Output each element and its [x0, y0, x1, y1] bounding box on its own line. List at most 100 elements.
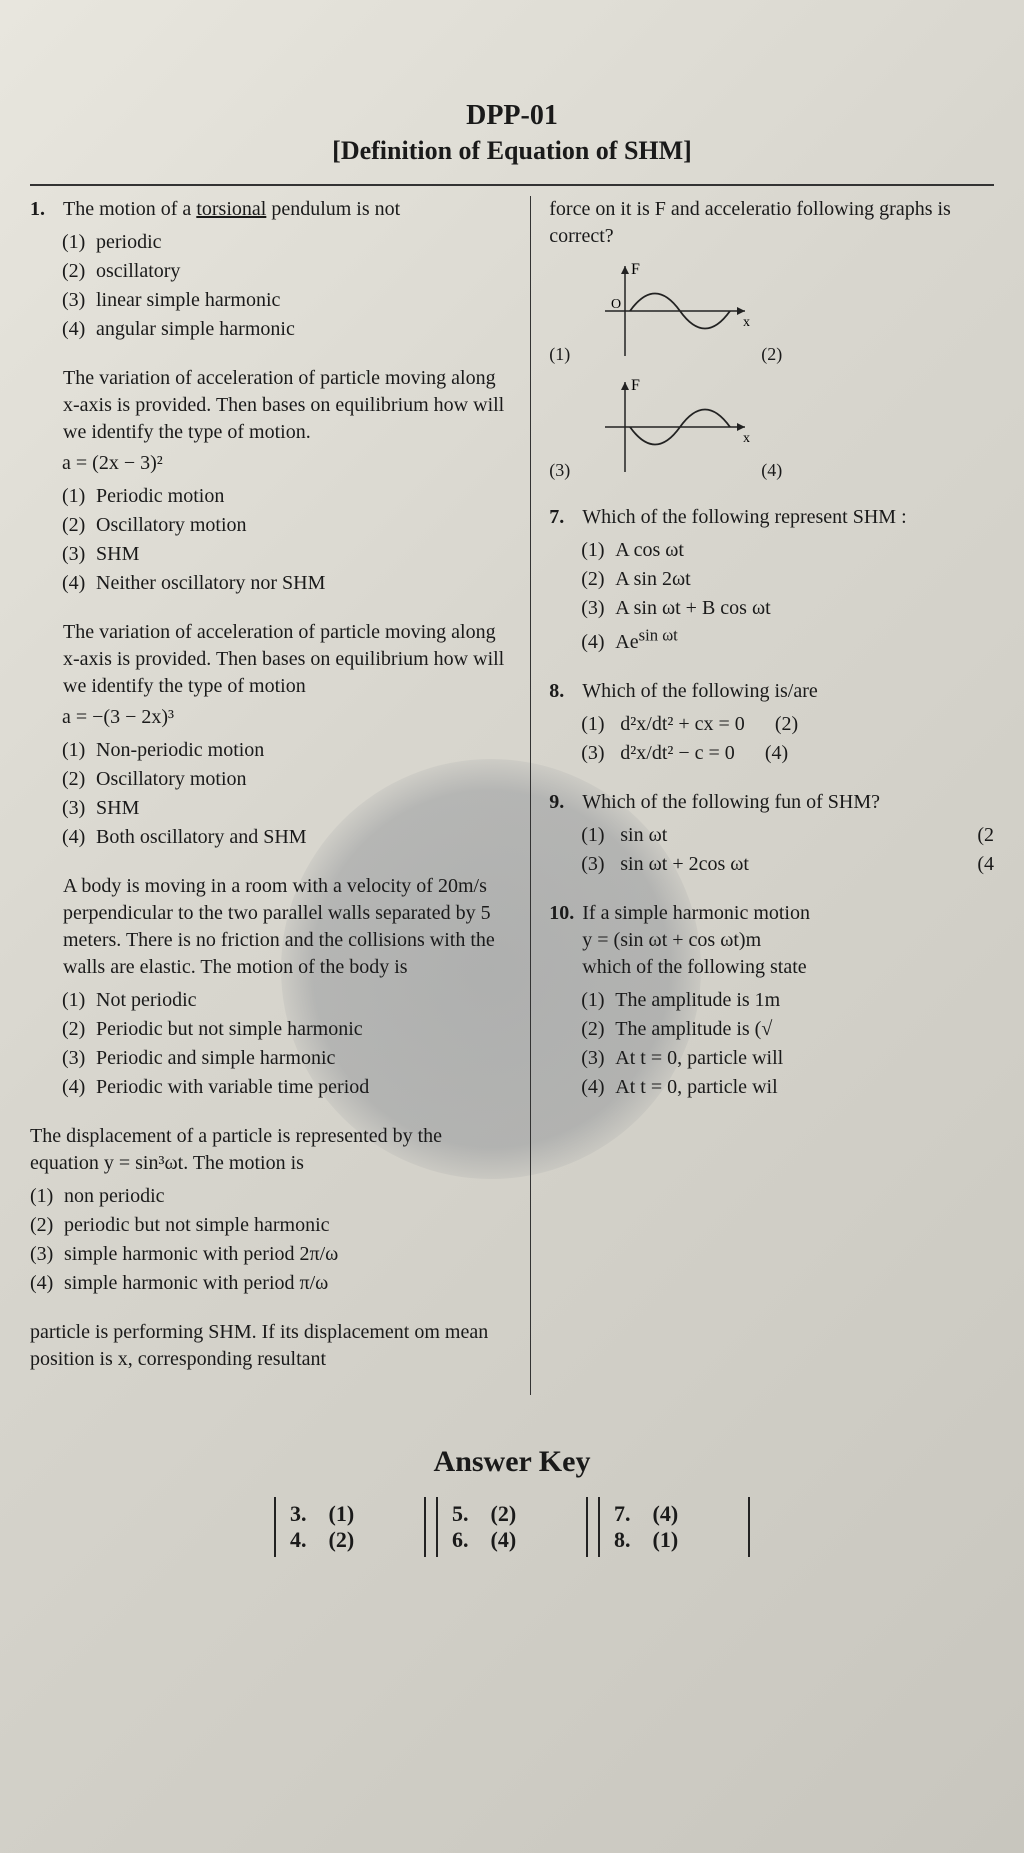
opt-text: Periodic with variable time period: [96, 1076, 369, 1098]
q3-opt-1: (1)Non-periodic motion: [62, 737, 512, 764]
q3-equation: a = −(3 − 2x)³: [62, 704, 512, 731]
opt-text: Periodic and simple harmonic: [96, 1047, 335, 1069]
question-4: 4. A body is moving in a room with a vel…: [30, 873, 512, 1101]
opt-text: Both oscillatory and SHM: [96, 826, 307, 848]
q4-opt-1: (1)Not periodic: [62, 987, 512, 1014]
q8-stem: Which of the following is/are: [582, 678, 993, 705]
q9-number: 9.: [549, 789, 577, 816]
opt-label: (4): [62, 316, 96, 343]
opt-label: (2): [62, 1016, 96, 1043]
opt-text: d²x/dt² − c = 0: [620, 742, 735, 764]
right-column: force on it is F and acceleratio followi…: [531, 196, 994, 1395]
question-6-partial: particle is performing SHM. If its displ…: [30, 1319, 512, 1373]
q1-stem-underlined: torsional: [196, 198, 266, 220]
q6-graph-3-svg: F x: [585, 372, 755, 482]
q7-opt-3: (3)A sin ωt + B cos ωt: [581, 595, 994, 622]
q8-number: 8.: [549, 678, 577, 705]
q5-options: (1)non periodic (2)periodic but not simp…: [30, 1183, 512, 1297]
q5-opt-1: (1)non periodic: [30, 1183, 512, 1210]
opt-label: (3): [62, 1045, 96, 1072]
q6-graph-row-2: (3) F x (4): [549, 372, 994, 482]
q9-stem: Which of the following fun of SHM?: [582, 789, 993, 816]
q10-stem-b: which of the following state: [582, 956, 806, 978]
opt-text: sin ωt + 2cos ωt: [620, 853, 749, 875]
q1-opt-3: (3)linear simple harmonic: [62, 287, 512, 314]
opt-label: (1): [581, 987, 615, 1014]
q7-opt-1: (1)A cos ωt: [581, 537, 994, 564]
q10-opt-4: (4)At t = 0, particle wil: [581, 1074, 994, 1101]
left-column: 1. The motion of a torsional pendulum is…: [30, 196, 531, 1395]
page-header: DPP-01 [Definition of Equation of SHM]: [30, 100, 994, 166]
q5-opt-4: (4)simple harmonic with period π/ω: [30, 1270, 512, 1297]
opt-text: At t = 0, particle wil: [615, 1076, 777, 1098]
opt-text: angular simple harmonic: [96, 318, 295, 340]
dpp-code: DPP-01: [30, 100, 994, 132]
q4-stem: A body is moving in a room with a veloci…: [63, 873, 511, 981]
opt-label: (3): [62, 795, 96, 822]
ak-ans: (4): [491, 1527, 517, 1553]
opt-label: (1): [581, 711, 615, 738]
q1-stem-a: The motion of a: [63, 198, 196, 220]
q10-opt-1: (1)The amplitude is 1m: [581, 987, 994, 1014]
q8-options: (1) d²x/dt² + cx = 0 (2) (3) d²x/dt² − c…: [549, 711, 994, 767]
q10-options: (1)The amplitude is 1m (2)The amplitude …: [549, 987, 994, 1101]
q10-equation: y = (sin ωt + cos ωt)m: [582, 929, 761, 951]
q3-opt-3: (3)SHM: [62, 795, 512, 822]
question-7: 7. Which of the following represent SHM …: [549, 504, 994, 656]
opt-label: (2): [62, 766, 96, 793]
opt-text: Periodic motion: [96, 485, 224, 507]
q7-stem: Which of the following represent SHM :: [582, 504, 993, 531]
opt-label: (3): [62, 541, 96, 568]
q6-graph-row-1: (1) F O x (2): [549, 256, 994, 366]
opt-text: Aesin ωt: [615, 631, 678, 653]
q10-opt-3: (3)At t = 0, particle will: [581, 1045, 994, 1072]
axis-f-label: F: [631, 377, 640, 394]
q2-opt-2: (2)Oscillatory motion: [62, 512, 512, 539]
opt-label: (4): [30, 1270, 64, 1297]
opt-label: (3): [581, 1045, 615, 1072]
question-1: 1. The motion of a torsional pendulum is…: [30, 196, 512, 343]
q3-opt-4: (4)Both oscillatory and SHM: [62, 824, 512, 851]
opt-text: d²x/dt² + cx = 0: [620, 713, 745, 735]
q9-opt-row-2: (3) sin ωt + 2cos ωt (4: [581, 851, 994, 878]
q8-opt-row-1: (1) d²x/dt² + cx = 0 (2): [581, 711, 994, 738]
opt-text: linear simple harmonic: [96, 289, 280, 311]
answer-key-section: Answer Key 3.(1) 4.(2) 5.(2) 6.(4) 7.(4)…: [30, 1445, 994, 1557]
q9-opt-row-1: (1) sin ωt (2: [581, 822, 994, 849]
opt-text: A sin ωt + B cos ωt: [615, 597, 770, 619]
q9-options: (1) sin ωt (2 (3) sin ωt + 2cos ωt (4: [549, 822, 994, 878]
q3-stem: The variation of acceleration of particl…: [63, 619, 511, 700]
q8-opt-row-2: (3) d²x/dt² − c = 0 (4): [581, 740, 994, 767]
ak-num: 7.: [614, 1501, 631, 1527]
q3-options: (1)Non-periodic motion (2)Oscillatory mo…: [30, 737, 512, 851]
question-5: The displacement of a particle is repres…: [30, 1123, 512, 1297]
opt-label: (2): [62, 258, 96, 285]
ak-num: 6.: [452, 1527, 469, 1553]
q1-number: 1.: [30, 196, 58, 223]
question-10: 10. If a simple harmonic motion y = (sin…: [549, 900, 994, 1101]
q10-number: 10.: [549, 900, 577, 927]
opt-text: Neither oscillatory nor SHM: [96, 572, 325, 594]
q7-number: 7.: [549, 504, 577, 531]
opt-label: (4): [581, 629, 615, 656]
opt-text: A cos ωt: [615, 539, 684, 561]
question-6-continued: force on it is F and acceleratio followi…: [549, 196, 994, 482]
ak-num: 3.: [290, 1501, 307, 1527]
q4-options: (1)Not periodic (2)Periodic but not simp…: [30, 987, 512, 1101]
ak-ans: (4): [653, 1501, 679, 1527]
q7-options: (1)A cos ωt (2)A sin 2ωt (3)A sin ωt + B…: [549, 537, 994, 656]
question-2: 2. The variation of acceleration of part…: [30, 365, 512, 597]
q6-graph-1-svg: F O x: [585, 256, 755, 366]
opt-label: (3): [581, 851, 615, 878]
q6-graph-label-1: (1): [549, 342, 579, 366]
opt-label: (3): [30, 1241, 64, 1268]
opt-text: periodic but not simple harmonic: [64, 1214, 330, 1236]
opt-text: Periodic but not simple harmonic: [96, 1018, 363, 1040]
opt-label: (4): [581, 1074, 615, 1101]
answer-key-title: Answer Key: [30, 1445, 994, 1479]
opt-label-2: (2: [977, 822, 994, 849]
opt-text: Oscillatory motion: [96, 768, 247, 790]
q2-opt-4: (4)Neither oscillatory nor SHM: [62, 570, 512, 597]
opt-label: (1): [581, 537, 615, 564]
axis-f-label: F: [631, 261, 640, 278]
